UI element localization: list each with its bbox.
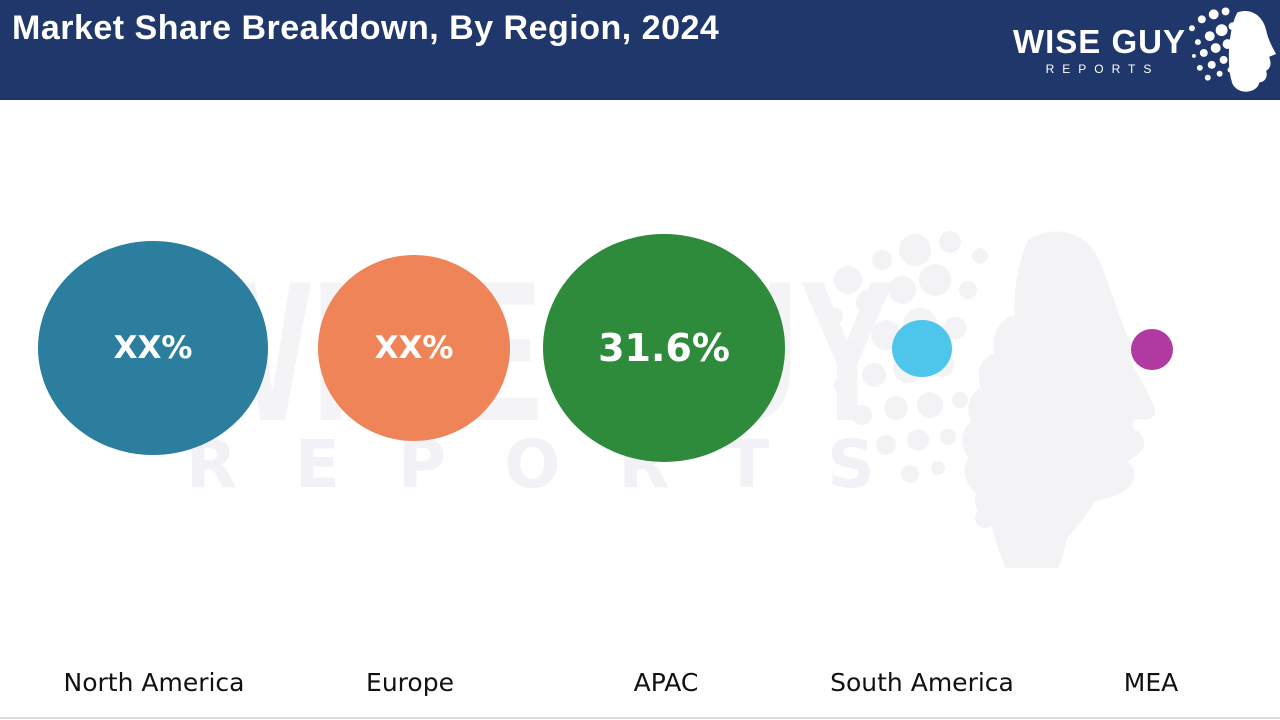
bubble-apac: 31.6% — [543, 234, 785, 462]
region-label-europe: Europe — [366, 668, 454, 697]
wiseguy-logo: WISE GUY REPORTS — [1013, 4, 1280, 96]
watermark-wordmark: WISE GUY — [175, 240, 896, 463]
region-label-mea: MEA — [1123, 668, 1179, 697]
page-title: Market Share Breakdown, By Region, 2024 — [12, 9, 720, 47]
header: Market Share Breakdown, By Region, 2024 … — [0, 0, 1280, 100]
wiseguy-face-watermark — [827, 231, 1156, 568]
region-label-apac: APAC — [633, 668, 699, 697]
logo-line1: WISE GUY — [1012, 23, 1186, 61]
bubble-south-america — [892, 320, 952, 377]
bubble-mea — [1131, 329, 1173, 370]
bubble-value-europe: XX% — [374, 330, 454, 366]
bubble-chart: WISE GUY REPORTS XX% XX% — [0, 100, 1280, 720]
chart-bottom-border — [0, 717, 1280, 719]
bubble-value-north-america: XX% — [113, 330, 193, 366]
watermark-reports: REPORTS — [186, 426, 933, 503]
bubble-north-america: XX% — [38, 241, 268, 455]
wiseguy-face-icon — [1188, 7, 1277, 92]
region-label-south-america: South America — [830, 668, 1014, 697]
region-label-north-america: North America — [63, 668, 245, 697]
logo-wordmark: WISE GUY REPORTS — [1012, 23, 1186, 76]
bubble-europe: XX% — [318, 255, 510, 441]
logo-line2: REPORTS — [1045, 61, 1160, 76]
bubble-value-apac: 31.6% — [598, 326, 730, 370]
